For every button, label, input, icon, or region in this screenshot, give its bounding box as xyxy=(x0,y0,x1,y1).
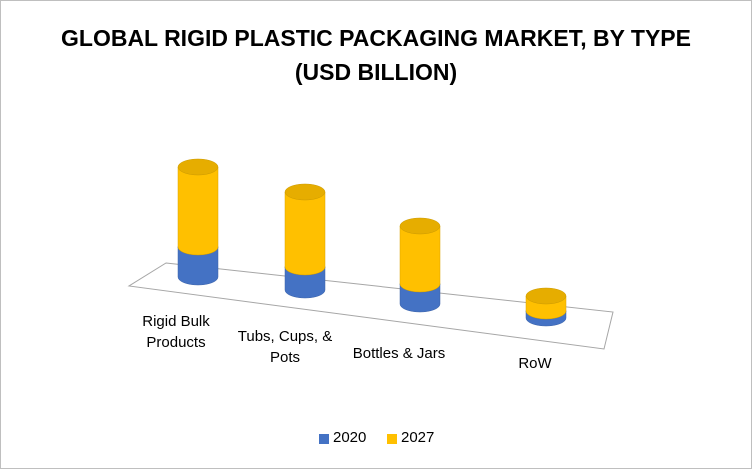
floor xyxy=(127,262,614,350)
x-tick-label: Rigid Bulk Products xyxy=(142,313,210,351)
legend-swatch xyxy=(387,434,397,444)
cylinder-segment xyxy=(525,287,567,320)
cylinder-segment xyxy=(399,217,441,293)
cylinder-top xyxy=(525,287,567,305)
legend-label: 2020 xyxy=(333,429,367,446)
cylinder-top xyxy=(284,183,326,201)
x-tick-label: Tubs, Cups, & Pots xyxy=(237,328,333,366)
cylinder-top xyxy=(177,158,219,176)
legend-swatch xyxy=(319,434,329,444)
cylinder-body xyxy=(284,266,326,299)
cylinder-body xyxy=(399,225,441,293)
cylinder-segment xyxy=(177,158,219,256)
cylinder-top xyxy=(399,217,441,235)
legend-label: 2027 xyxy=(401,429,435,446)
cylinder-body xyxy=(284,191,326,276)
x-tick-label: Bottles & Jars xyxy=(352,345,446,362)
x-tick-label: RoW xyxy=(518,355,552,372)
cylinder-body xyxy=(177,246,219,286)
cylinder-body xyxy=(177,166,219,256)
chart-title: GLOBAL RIGID PLASTIC PACKAGING MARKET, B… xyxy=(61,25,691,85)
cylinder-segment xyxy=(284,183,326,276)
